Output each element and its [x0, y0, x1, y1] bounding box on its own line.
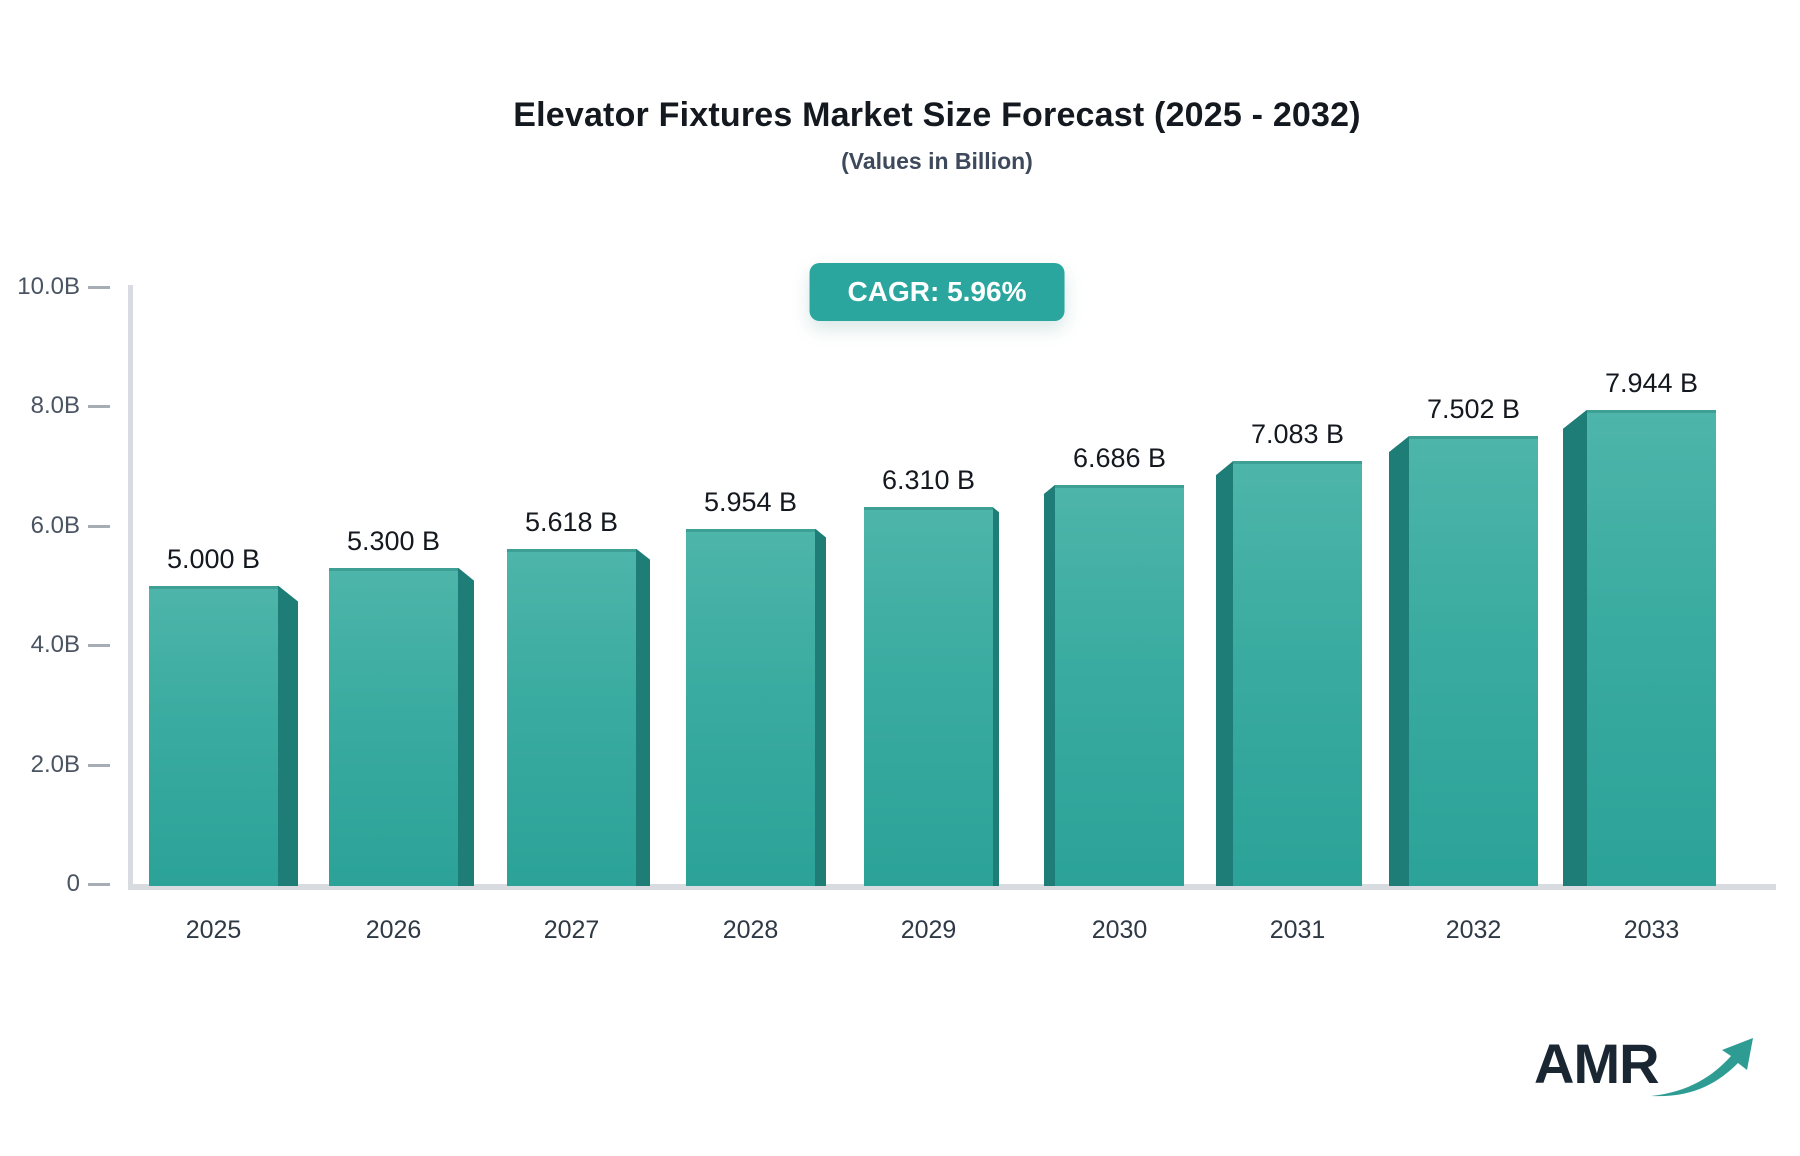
bar	[149, 585, 298, 886]
bar-value-label: 6.310 B	[881, 465, 976, 496]
y-axis-tick-label: 2.0B	[30, 750, 80, 778]
x-axis-label: 2025	[185, 916, 242, 944]
bar	[864, 507, 999, 886]
x-axis-label: 2031	[1269, 916, 1326, 944]
bar-side-face	[1216, 461, 1233, 886]
bar-front-face	[1055, 484, 1184, 886]
bar-front-face	[1233, 461, 1362, 886]
y-axis-tick-mark	[88, 405, 110, 409]
bar-front-face	[864, 507, 993, 886]
bar-side-face	[815, 528, 826, 886]
x-axis-label: 2030	[1091, 916, 1148, 944]
bar-front-face	[329, 567, 458, 886]
bar-value-label: 5.618 B	[524, 506, 619, 537]
cagr-badge-label: CAGR: 5.96%	[847, 276, 1027, 307]
growth-arrow-icon	[1650, 1038, 1753, 1097]
bar-side-face	[458, 567, 474, 886]
y-axis-tick-label: 0	[66, 870, 80, 897]
y-axis-tick-mark	[88, 644, 110, 648]
bar-side-face	[278, 585, 298, 886]
chart-subtitle: (Values in Billion)	[841, 148, 1033, 174]
bar	[1044, 484, 1184, 886]
bar	[686, 528, 826, 886]
bar-front-face	[149, 585, 278, 886]
y-axis-tick-label: 6.0B	[30, 511, 80, 539]
y-axis-tick-mark	[88, 286, 110, 289]
bar-side-face	[1389, 436, 1409, 886]
bar-front-face	[686, 528, 815, 886]
x-axis-label: 2032	[1445, 916, 1502, 944]
bar	[1389, 436, 1538, 886]
y-axis-line	[128, 285, 133, 890]
bar-front-face	[1409, 436, 1538, 886]
bar	[1563, 409, 1716, 886]
bar	[507, 548, 650, 886]
bar-front-face	[1587, 409, 1716, 886]
bar-front-face	[507, 548, 636, 886]
bar-value-label: 7.944 B	[1604, 367, 1699, 398]
y-axis-tick-mark	[88, 883, 110, 886]
x-axis-label: 2029	[900, 916, 957, 944]
y-axis-tick-label: 8.0B	[30, 392, 80, 420]
bar	[1216, 461, 1362, 886]
bar-value-label: 7.502 B	[1426, 394, 1521, 425]
bar-side-face	[1044, 484, 1055, 886]
bar-value-label: 6.686 B	[1072, 442, 1167, 473]
amr-logo-text: AMR	[1534, 1032, 1660, 1095]
y-axis-tick-mark	[88, 763, 110, 767]
y-axis-tick-label: 10.0B	[17, 273, 80, 300]
bar-side-face	[993, 507, 999, 886]
bar-side-face	[1563, 409, 1587, 886]
x-axis-label: 2026	[365, 916, 422, 944]
y-axis-tick-mark	[88, 524, 110, 528]
bar-value-label: 5.954 B	[703, 486, 798, 517]
y-axis-tick-label: 4.0B	[30, 631, 80, 659]
x-axis-label: 2028	[722, 916, 779, 944]
amr-logo: AMR	[1534, 1036, 1755, 1104]
bar-side-face	[636, 548, 650, 886]
bar	[329, 567, 474, 886]
x-axis-label: 2027	[543, 916, 600, 944]
bar-value-label: 5.300 B	[346, 525, 441, 556]
cagr-badge: CAGR: 5.96%	[809, 263, 1065, 321]
x-axis-label: 2033	[1623, 916, 1680, 944]
bar-value-label: 5.000 B	[166, 543, 261, 574]
bar-value-label: 7.083 B	[1250, 419, 1345, 450]
x-axis-line	[128, 884, 1776, 890]
chart-title: Elevator Fixtures Market Size Forecast (…	[513, 96, 1361, 134]
